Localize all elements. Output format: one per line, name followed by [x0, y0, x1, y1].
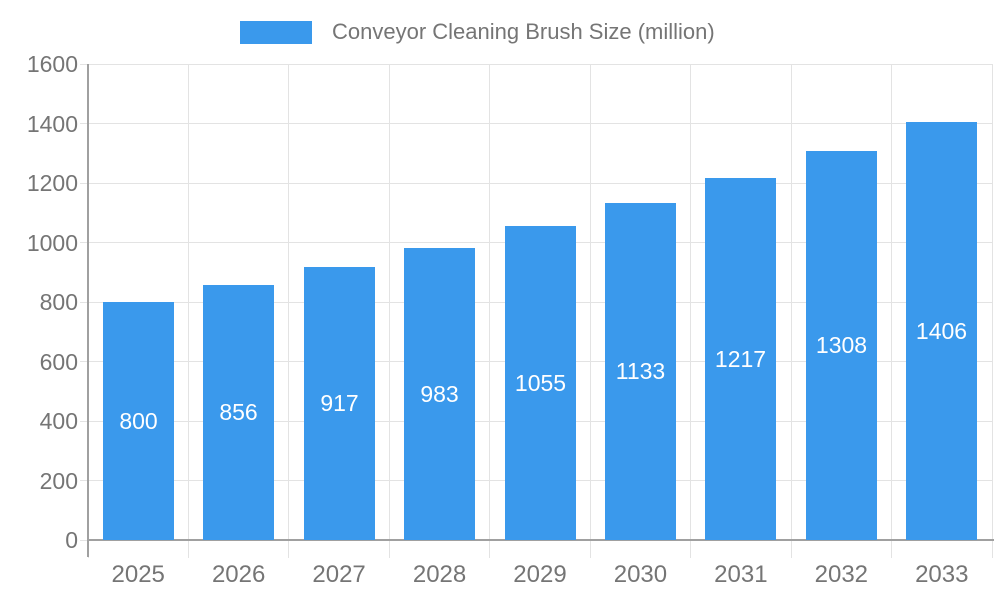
bar: 1217	[705, 178, 776, 540]
bar-value-label: 1055	[514, 369, 567, 396]
bar-value-label: 917	[320, 390, 359, 416]
x-axis-tick	[991, 541, 993, 558]
gridline-vertical	[489, 64, 491, 540]
x-axis-tick	[589, 541, 591, 558]
y-axis-tick	[80, 123, 88, 124]
y-axis-label: 800	[39, 289, 78, 315]
x-axis-tick	[690, 541, 692, 558]
y-axis-line	[87, 64, 89, 557]
bar: 856	[203, 285, 274, 540]
legend-label: Conveyor Cleaning Brush Size (million)	[332, 19, 715, 44]
x-axis-tick	[388, 541, 390, 558]
y-axis-tick	[80, 539, 88, 541]
bar: 800	[103, 302, 174, 540]
gridline-horizontal	[88, 123, 992, 124]
bar: 983	[404, 248, 475, 540]
y-axis-tick	[80, 242, 88, 243]
x-axis-label: 2025	[111, 561, 165, 588]
y-axis-label: 0	[65, 527, 78, 553]
bar-value-label: 1308	[815, 332, 868, 358]
y-axis-tick	[80, 480, 88, 481]
gridline-vertical	[388, 64, 390, 540]
gridline-horizontal	[88, 182, 992, 184]
bar-value-label: 856	[219, 399, 258, 425]
x-axis-line	[88, 539, 994, 541]
x-axis-tick	[790, 541, 792, 558]
gridline-vertical	[589, 64, 591, 540]
x-axis-label: 2030	[613, 561, 668, 588]
bar-value-label: 983	[420, 380, 459, 407]
y-axis-label: 1400	[26, 110, 78, 137]
x-axis-tick	[489, 541, 491, 558]
x-axis-label: 2028	[412, 561, 467, 588]
y-axis-label: 600	[39, 348, 78, 375]
gridline-vertical	[790, 64, 792, 540]
y-axis-label: 1200	[26, 170, 78, 196]
bar: 1406	[906, 122, 977, 540]
gridline-vertical	[991, 64, 993, 540]
bar: 1308	[806, 151, 877, 540]
y-axis-tick	[80, 301, 88, 303]
x-axis-label: 2033	[915, 561, 969, 588]
x-axis-tick	[891, 541, 893, 558]
bar: 1055	[505, 226, 576, 540]
y-axis-label: 1000	[26, 229, 78, 256]
x-axis-label: 2029	[513, 561, 567, 588]
bar-value-label: 1133	[615, 358, 666, 384]
legend: Conveyor Cleaning Brush Size (million)	[240, 19, 715, 45]
y-axis-tick	[80, 420, 88, 422]
x-axis-label: 2026	[211, 561, 266, 588]
x-axis-tick	[187, 541, 189, 558]
bar-value-label: 1217	[714, 345, 767, 372]
gridline-horizontal	[88, 63, 992, 65]
gridline-vertical	[690, 64, 692, 540]
legend-swatch	[240, 20, 312, 44]
bar: 917	[304, 267, 375, 540]
y-axis-tick	[80, 182, 88, 184]
y-axis-tick	[80, 63, 88, 65]
bar-value-label: 1406	[915, 317, 968, 344]
bar: 1133	[605, 203, 676, 540]
gridline-vertical	[187, 64, 189, 540]
y-axis-label: 400	[39, 408, 78, 434]
x-axis-label: 2031	[714, 561, 768, 588]
gridline-vertical	[891, 64, 893, 540]
x-axis-label: 2027	[312, 561, 366, 588]
y-axis-label: 1600	[26, 51, 78, 77]
bar-value-label: 800	[119, 407, 158, 434]
gridline-vertical	[288, 64, 290, 540]
x-axis-tick	[288, 541, 290, 558]
y-axis-tick	[80, 361, 88, 362]
y-axis-label: 200	[39, 467, 78, 494]
x-axis-label: 2032	[814, 561, 869, 588]
